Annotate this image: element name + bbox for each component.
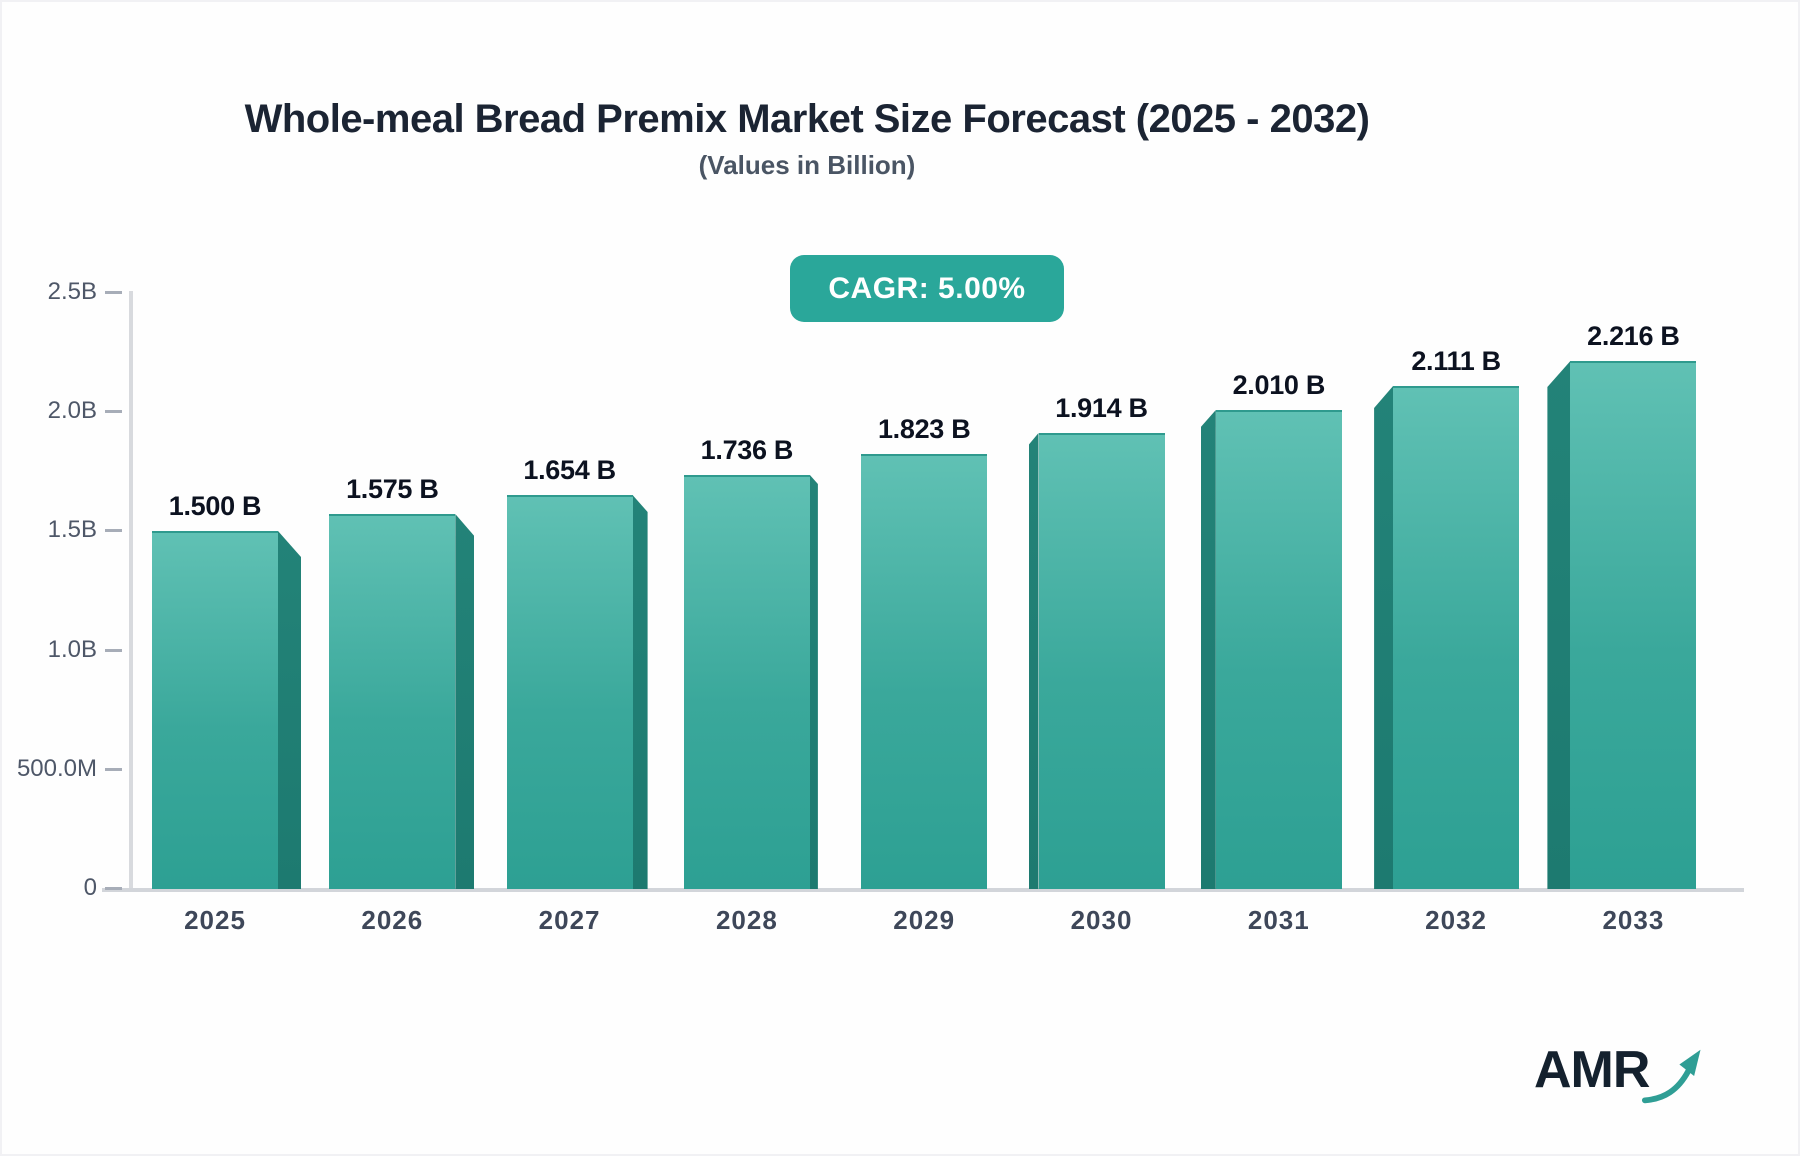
bar-value-label: 2.010 B xyxy=(1232,370,1326,400)
y-axis-tick-mark xyxy=(105,410,122,414)
bar xyxy=(152,531,301,889)
bar-value-label: 1.575 B xyxy=(346,474,439,504)
y-axis-tick-label: 2.5B xyxy=(47,278,97,305)
cagr-badge: CAGR: 5.00% xyxy=(790,255,1064,322)
y-axis-tick-label: 500.0M xyxy=(16,754,97,782)
bar-value-label: 2.111 B xyxy=(1411,346,1501,376)
bar-value-label: 2.216 B xyxy=(1587,321,1680,351)
y-axis-tick-label: 1.0B xyxy=(47,635,97,663)
chart-subtitle: (Values in Billion) xyxy=(698,150,916,180)
x-axis-label: 2025 xyxy=(184,905,246,935)
bar-side xyxy=(1547,361,1571,889)
bar-face xyxy=(683,475,810,889)
bar-value-label: 1.654 B xyxy=(523,455,616,485)
bar-side xyxy=(632,495,648,889)
bar-face xyxy=(152,531,278,889)
x-axis-label: 2029 xyxy=(893,905,956,935)
bar-value-label: 1.823 B xyxy=(877,414,971,444)
x-axis-label: 2030 xyxy=(1070,905,1133,935)
amr-logo-text: AMR xyxy=(1534,1041,1650,1099)
bar xyxy=(1374,386,1520,889)
bar-value-label: 1.500 B xyxy=(168,491,262,521)
bar-side xyxy=(1374,386,1394,889)
x-axis-label: 2031 xyxy=(1247,905,1310,935)
bar-face xyxy=(506,495,633,889)
bar xyxy=(329,514,475,889)
bar xyxy=(1547,361,1697,889)
growth-arrow-icon xyxy=(1641,1044,1705,1113)
bar-face xyxy=(1215,410,1342,889)
y-axis-tick-label: 1.5B xyxy=(47,516,97,544)
amr-logo: AMR xyxy=(1534,1040,1705,1113)
x-axis-label: 2032 xyxy=(1425,905,1488,935)
bar xyxy=(506,495,648,889)
chart-title: Whole-meal Bread Premix Market Size Fore… xyxy=(244,97,1370,141)
bar-face xyxy=(1393,386,1520,889)
bar-side xyxy=(809,475,818,889)
bar xyxy=(861,454,988,889)
y-axis-tick-mark xyxy=(105,767,122,771)
bar-face xyxy=(329,514,456,889)
bar xyxy=(1200,410,1342,889)
y-axis-tick-mark xyxy=(105,648,122,652)
bar-value-label: 1.914 B xyxy=(1055,393,1148,423)
bar-face xyxy=(1570,361,1697,889)
y-axis-tick-mark xyxy=(105,291,122,294)
x-axis-label: 2028 xyxy=(715,905,778,935)
x-axis-label: 2026 xyxy=(361,905,424,935)
bar-face xyxy=(861,454,988,889)
bar xyxy=(683,475,818,889)
x-axis-label: 2027 xyxy=(538,905,601,935)
bar-side xyxy=(278,531,301,889)
y-axis-tick-mark xyxy=(105,887,122,890)
bar-side xyxy=(455,514,475,889)
y-axis-line xyxy=(129,291,133,889)
x-axis-label: 2033 xyxy=(1602,905,1665,935)
y-axis-tick-label: 2.0B xyxy=(47,397,97,425)
bar xyxy=(1028,433,1165,889)
x-axis-line xyxy=(102,888,1744,892)
y-axis-tick-label: 0 xyxy=(83,874,97,901)
bar-side xyxy=(1200,410,1216,889)
y-axis-tick-mark xyxy=(105,529,122,533)
bar-side xyxy=(1028,433,1039,889)
bar-face xyxy=(1038,433,1165,889)
bar-value-label: 1.736 B xyxy=(700,435,794,465)
